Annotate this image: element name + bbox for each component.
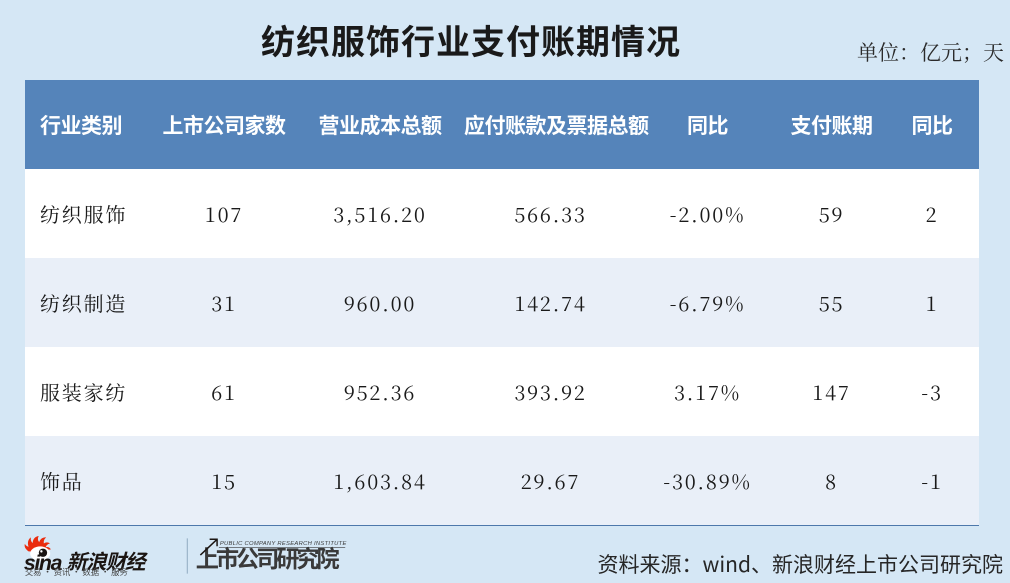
svg-text:交易 · 资讯 · 数据 · 服务: 交易 · 资讯 · 数据 · 服务	[25, 566, 129, 577]
svg-text:PUBLIC COMPANY RESEARCH INSTIT: PUBLIC COMPANY RESEARCH INSTITUTE	[220, 541, 347, 547]
